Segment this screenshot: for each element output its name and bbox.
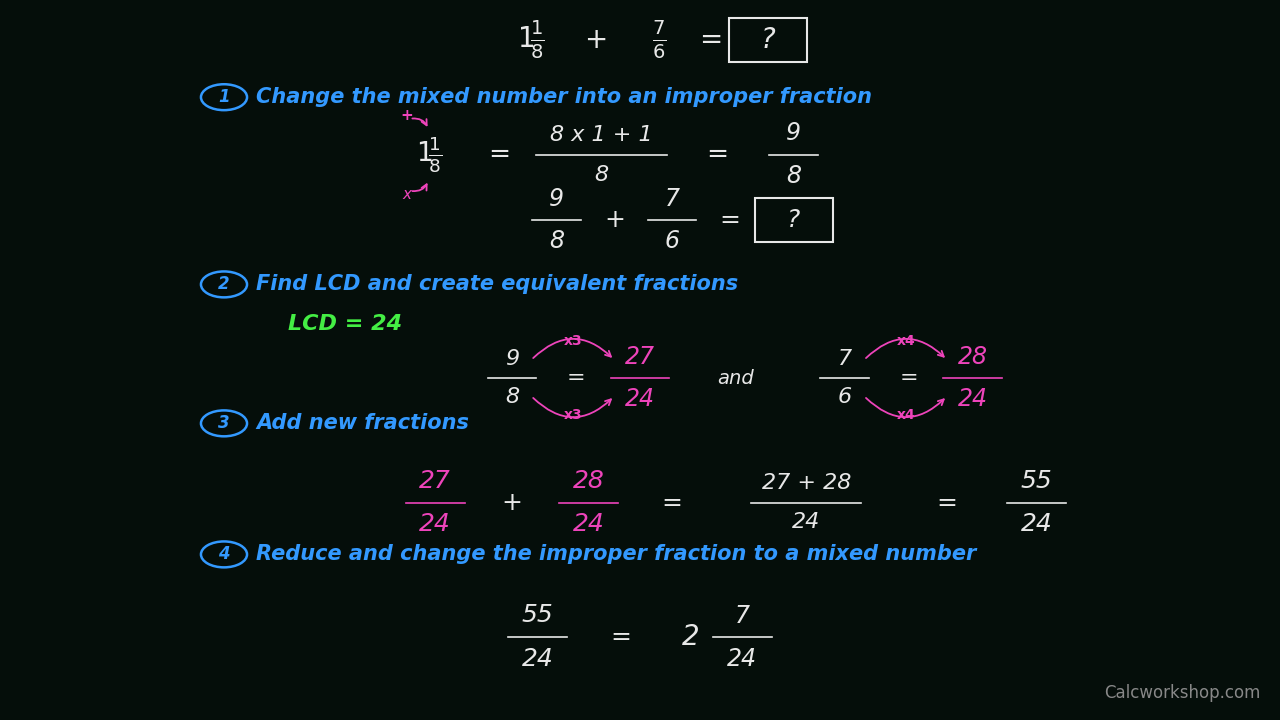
Text: 7: 7 [664,186,680,211]
Text: 27 + 28: 27 + 28 [762,473,851,493]
Text: 55: 55 [1021,469,1052,493]
Text: =: = [611,625,631,649]
Text: Calcworkshop.com: Calcworkshop.com [1105,684,1261,702]
Text: 6: 6 [664,229,680,253]
Text: =: = [662,490,682,515]
Text: 2: 2 [218,276,230,294]
Text: 24: 24 [420,513,451,536]
Text: 28: 28 [957,345,988,369]
Text: $1\!\frac{1}{8}$: $1\!\frac{1}{8}$ [416,135,442,175]
Text: 3: 3 [218,415,230,432]
Text: 24: 24 [625,387,655,411]
FancyBboxPatch shape [730,18,808,62]
Text: x3: x3 [564,333,582,348]
Text: 24: 24 [1021,513,1052,536]
Text: 24: 24 [792,513,820,532]
Text: 4: 4 [218,546,230,564]
Text: +: + [604,207,625,232]
Text: 24: 24 [522,647,553,671]
Text: =: = [488,142,511,168]
Text: LCD = 24: LCD = 24 [288,314,402,334]
Text: x4: x4 [897,333,915,348]
Text: =: = [900,368,918,388]
Text: Find LCD and create equivalent fractions: Find LCD and create equivalent fractions [256,274,739,294]
Text: 8: 8 [594,165,609,185]
Text: 9: 9 [549,186,564,211]
Text: Change the mixed number into an improper fraction: Change the mixed number into an improper… [256,87,872,107]
Text: $1\!\frac{1}{8}$: $1\!\frac{1}{8}$ [517,19,545,60]
Text: 24: 24 [573,513,604,536]
Text: 9: 9 [504,349,520,369]
Text: 24: 24 [727,647,758,670]
Text: 24: 24 [957,387,988,411]
Text: and: and [718,369,754,387]
Text: 9: 9 [786,122,801,145]
Text: 55: 55 [522,603,553,628]
Text: =: = [937,490,957,515]
Text: +: + [502,490,522,515]
Text: 8: 8 [504,387,520,407]
Text: 7: 7 [735,604,750,628]
Text: 28: 28 [573,469,604,493]
Text: $\frac{7}{6}$: $\frac{7}{6}$ [652,19,667,60]
Text: 7: 7 [837,349,852,369]
Text: 27: 27 [625,345,655,369]
Text: +: + [584,26,607,53]
Text: 8: 8 [549,229,564,253]
Text: +: + [401,108,413,122]
Text: ?: ? [760,26,776,53]
Text: =: = [567,368,585,388]
Text: x4: x4 [897,408,915,423]
Text: =: = [705,142,728,168]
Text: x3: x3 [564,408,582,423]
Text: 27: 27 [420,469,451,493]
Text: =: = [719,207,740,232]
Text: Add new fractions: Add new fractions [256,413,468,433]
Text: ?: ? [787,207,800,232]
Text: 1: 1 [218,89,230,107]
Text: 2: 2 [682,624,700,651]
Text: x: x [402,187,412,202]
Text: 8: 8 [786,164,801,188]
Text: 6: 6 [837,387,852,407]
Text: =: = [699,26,722,53]
Text: 8 x 1 + 1: 8 x 1 + 1 [550,125,653,145]
Text: Reduce and change the improper fraction to a mixed number: Reduce and change the improper fraction … [256,544,977,564]
FancyBboxPatch shape [755,198,833,242]
